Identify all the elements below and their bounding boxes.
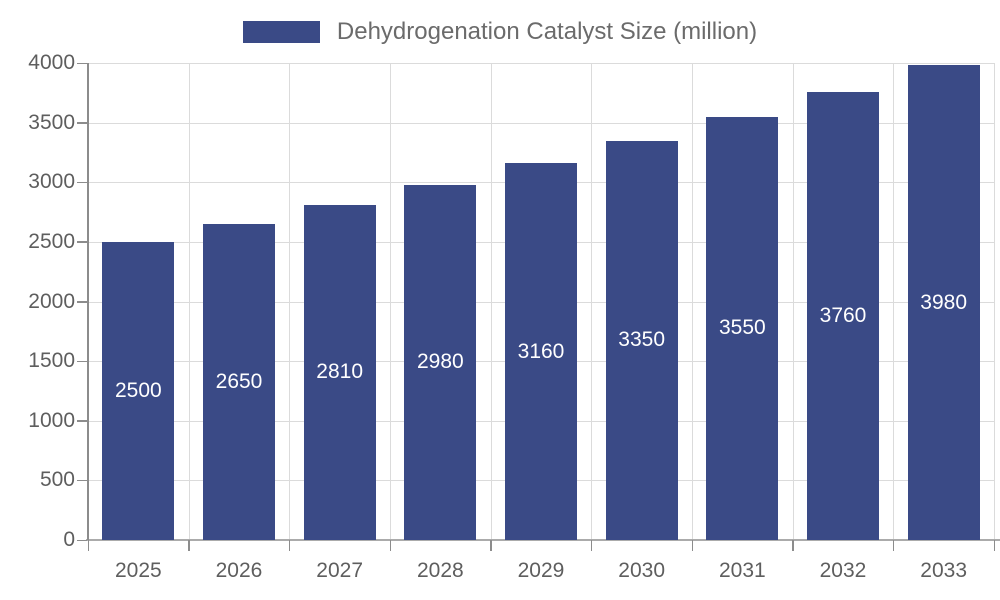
bar-value-label: 2980 <box>416 350 464 374</box>
y-axis-tick <box>77 241 87 243</box>
gridline-vertical <box>591 63 593 540</box>
legend-label: Dehydrogenation Catalyst Size (million) <box>336 18 758 45</box>
gridline-vertical <box>188 63 190 540</box>
bar-value-label: 2650 <box>215 369 263 393</box>
gridline-vertical <box>692 63 693 540</box>
y-axis-tick <box>77 181 87 184</box>
x-axis-tick <box>590 540 593 551</box>
x-axis-tick <box>389 540 391 551</box>
plot-area: 0 500 1000 1500 2000 2500 3000 3500 4000 2500 2025… <box>28 51 1000 582</box>
bar-value-label: 2810 <box>316 360 364 384</box>
y-axis-tick-label: 2500 <box>28 229 75 253</box>
bar-2033[interactable]: 3980 <box>907 65 980 540</box>
bar-value-label: 2500 <box>114 378 162 402</box>
y-axis-tick <box>77 62 87 64</box>
y-axis-tick <box>77 539 87 541</box>
gridline-horizontal <box>88 122 994 124</box>
gridline-vertical <box>994 63 995 540</box>
x-axis-tick-label: 2028 <box>416 559 464 582</box>
y-axis-tick-label: 1500 <box>28 349 75 373</box>
y-axis-tick-label: 4000 <box>28 51 75 74</box>
bar-2032[interactable]: 3760 <box>807 91 879 540</box>
bar-value-label: 3980 <box>920 290 968 314</box>
gridline-vertical <box>490 63 492 540</box>
y-axis-tick <box>77 301 87 303</box>
bar-value-label: 3760 <box>819 303 867 327</box>
legend-item[interactable]: Dehydrogenation Catalyst Size (million) <box>242 18 758 46</box>
bar-value-label: 3350 <box>618 328 666 352</box>
x-axis-line <box>86 539 1000 541</box>
x-axis-tick <box>892 540 895 551</box>
x-axis-tick-label: 2031 <box>718 559 766 582</box>
y-axis-tick <box>77 420 87 422</box>
bar-2031[interactable]: 3550 <box>706 116 779 540</box>
legend-swatch-icon <box>242 21 320 43</box>
y-axis-tick <box>77 479 87 482</box>
bar-2027[interactable]: 2810 <box>303 204 376 540</box>
y-axis-tick-label: 1000 <box>28 408 75 432</box>
x-axis-tick <box>792 540 794 551</box>
legend: Dehydrogenation Catalyst Size (million) <box>0 14 1000 50</box>
x-axis-tick <box>188 540 190 551</box>
y-axis-line <box>87 63 89 540</box>
x-axis-tick-label: 2026 <box>215 559 263 582</box>
x-axis-tick-label: 2032 <box>819 559 867 582</box>
y-axis-tick-label: 3000 <box>28 170 75 194</box>
gridline-vertical <box>893 63 895 540</box>
x-axis-tick-label: 2029 <box>517 559 565 582</box>
x-axis-tick <box>691 540 693 551</box>
x-axis-tick-label: 2027 <box>316 559 364 582</box>
y-axis-tick-label: 0 <box>63 528 75 551</box>
gridline-vertical <box>390 63 391 540</box>
x-axis-tick-label: 2025 <box>114 559 162 582</box>
gridline-vertical <box>792 63 794 540</box>
bar-2030[interactable]: 3350 <box>605 140 678 540</box>
bar-2029[interactable]: 3160 <box>505 163 577 540</box>
x-axis-tick <box>87 540 89 551</box>
x-axis-tick-label: 2030 <box>618 559 666 582</box>
x-axis-tick <box>490 540 492 551</box>
bar-2025[interactable]: 2500 <box>102 241 175 540</box>
y-axis-tick-label: 2000 <box>28 289 75 313</box>
y-axis-tick <box>77 360 87 363</box>
bar-value-label: 3160 <box>517 339 565 363</box>
bar-2028[interactable]: 2980 <box>404 184 477 540</box>
bar-2026[interactable]: 2650 <box>203 223 275 540</box>
gridline-horizontal <box>88 63 994 64</box>
x-axis-tick-label: 2033 <box>920 559 968 582</box>
y-axis-tick <box>77 122 87 124</box>
bar-value-label: 3550 <box>718 316 766 340</box>
y-axis-tick-label: 3500 <box>28 110 75 134</box>
x-axis-tick <box>993 540 995 551</box>
x-axis-tick <box>288 540 291 551</box>
gridline-vertical <box>289 63 291 540</box>
y-axis-tick-label: 500 <box>39 468 75 492</box>
